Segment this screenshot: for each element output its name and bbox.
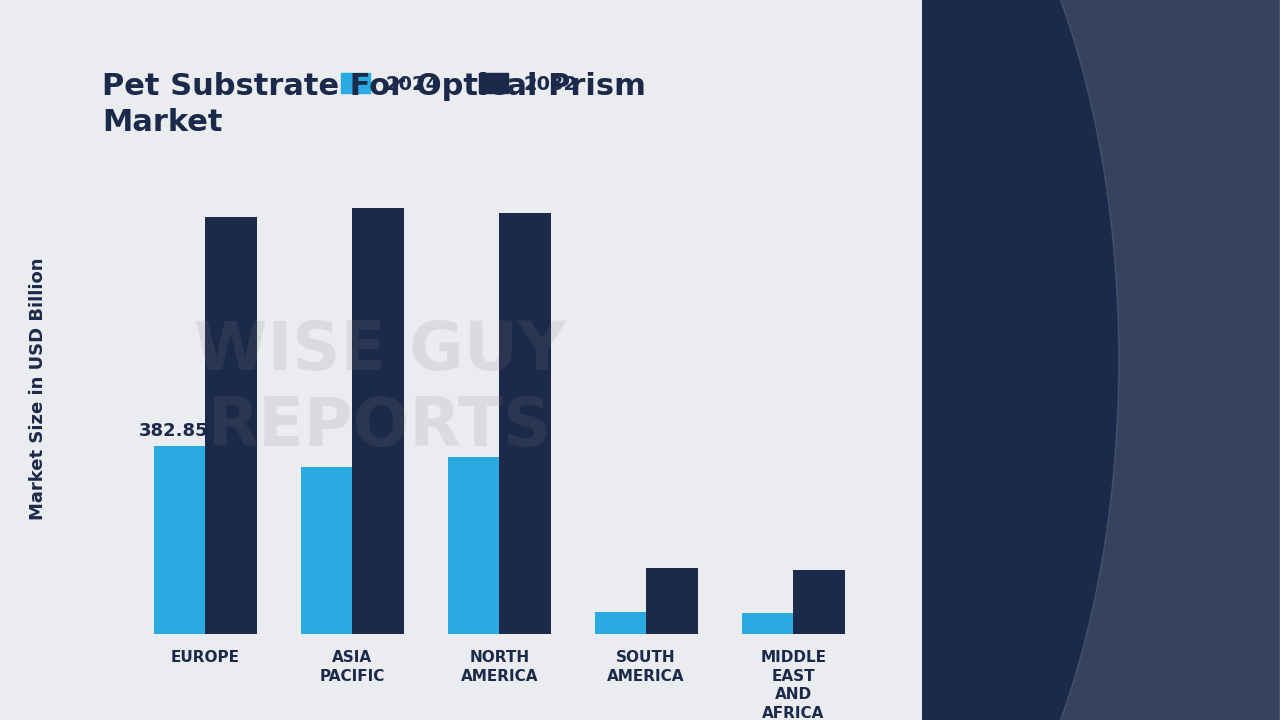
- Bar: [741, 613, 794, 634]
- Bar: [448, 457, 499, 634]
- Bar: [301, 467, 352, 634]
- Bar: [154, 446, 205, 634]
- Text: Market Size in USD Billion: Market Size in USD Billion: [29, 258, 47, 520]
- Text: 382.85: 382.85: [138, 423, 209, 441]
- Bar: [794, 570, 845, 634]
- Bar: [205, 217, 257, 634]
- Bar: [646, 567, 698, 634]
- Legend: 2024, 2032: 2024, 2032: [333, 66, 586, 102]
- Text: Pet Substrate For Optical Prism
Market: Pet Substrate For Optical Prism Market: [102, 72, 646, 137]
- Bar: [595, 611, 646, 634]
- Bar: [499, 212, 550, 634]
- Bar: [352, 207, 403, 634]
- Text: WISE GUY
REPORTS: WISE GUY REPORTS: [195, 318, 566, 460]
